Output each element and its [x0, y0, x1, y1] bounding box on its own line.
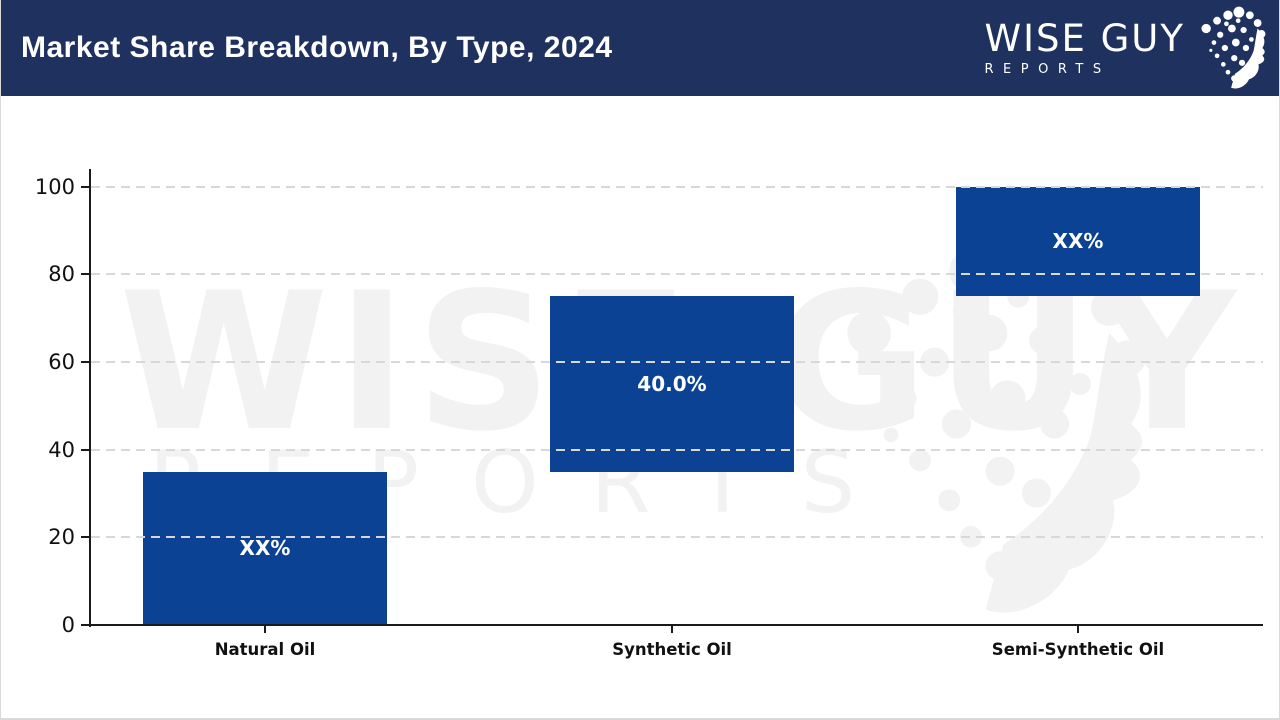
- chart-area: WISE GUY REPORTS XX%40.0%XX%020406080100…: [1, 96, 1279, 718]
- x-tick-label: Natural Oil: [214, 640, 316, 659]
- bar-value-label: XX%: [1052, 229, 1104, 254]
- bar-value-label: 40.0%: [637, 371, 707, 396]
- y-tick-label: 60: [48, 349, 75, 374]
- x-tick: [264, 626, 266, 633]
- y-tick: [81, 185, 89, 188]
- x-tick: [1077, 626, 1079, 633]
- brand-logo-text: WISE GUY REPORTS: [985, 20, 1185, 76]
- x-tick-label: Synthetic Oil: [612, 640, 732, 659]
- page-title: Market Share Breakdown, By Type, 2024: [21, 31, 613, 64]
- bar-value-label: XX%: [239, 536, 291, 561]
- y-tick: [81, 273, 89, 276]
- gridline-y100: [91, 185, 1263, 188]
- gridline-y40: [91, 448, 1263, 451]
- brand-subtitle: REPORTS: [984, 62, 1111, 77]
- y-tick-label: 0: [61, 613, 75, 637]
- y-tick: [81, 448, 89, 451]
- y-tick: [81, 624, 89, 626]
- y-tick: [81, 360, 89, 363]
- y-tick: [81, 536, 89, 539]
- dotted-head-icon: [1201, 6, 1266, 89]
- y-axis: [89, 168, 91, 627]
- x-axis: [89, 624, 1263, 626]
- brand-logo: WISE GUY REPORTS: [985, 6, 1267, 90]
- header-band: Market Share Breakdown, By Type, 2024 WI…: [1, 0, 1279, 96]
- x-tick: [671, 626, 673, 633]
- bar-synthetic-oil: [550, 296, 794, 472]
- gridline-y20: [91, 536, 1263, 539]
- x-tick-label: Semi-Synthetic Oil: [991, 640, 1165, 659]
- bar-natural-oil: [143, 471, 387, 625]
- y-tick-label: 80: [48, 262, 75, 287]
- gridline-y80: [91, 273, 1263, 276]
- gridline-y60: [91, 360, 1263, 363]
- brand-name: WISE GUY: [984, 17, 1185, 60]
- y-tick-label: 20: [48, 525, 75, 550]
- bar-semi-synthetic-oil: [956, 186, 1200, 297]
- y-tick-label: 40: [48, 437, 75, 462]
- y-tick-label: 100: [34, 174, 75, 199]
